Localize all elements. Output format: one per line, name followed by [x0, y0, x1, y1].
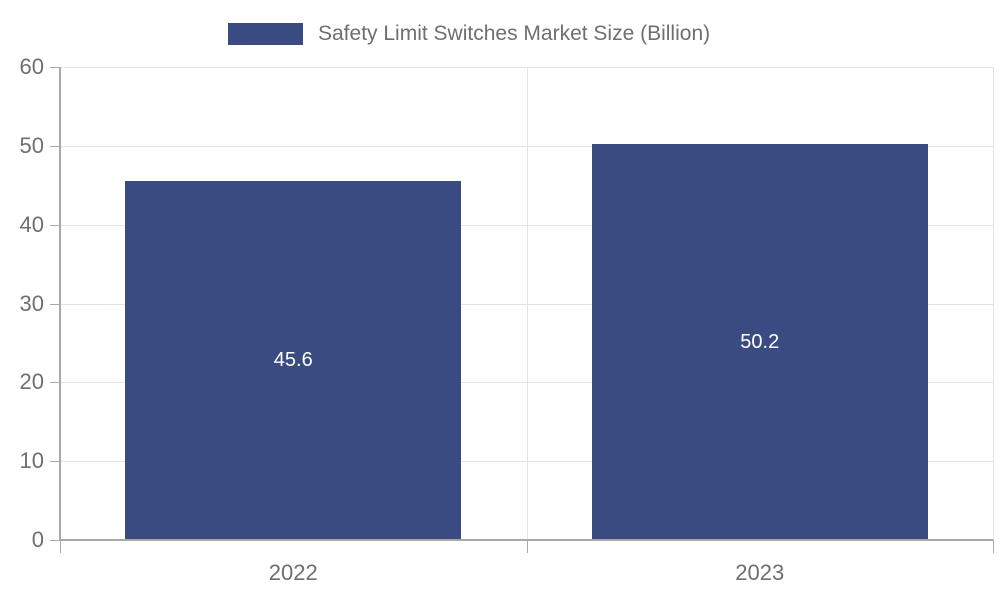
- y-axis-line: [59, 67, 61, 541]
- y-tick-mark: [50, 461, 60, 463]
- legend-swatch: [228, 23, 303, 45]
- y-tick-label: 0: [31, 527, 44, 552]
- bar[interactable]: [591, 144, 928, 540]
- y-tick-label: 30: [19, 290, 44, 316]
- gridline-vertical: [993, 67, 994, 540]
- y-tick-label: 50: [19, 132, 44, 158]
- bar[interactable]: [125, 180, 462, 540]
- y-tick-mark: [50, 382, 60, 384]
- y-tick-mark: [50, 303, 60, 305]
- x-tick-mark: [526, 540, 528, 553]
- legend-label: Safety Limit Switches Market Size (Billi…: [318, 22, 711, 45]
- y-tick-label: 20: [19, 369, 44, 395]
- bar-value-label: 45.6: [273, 349, 313, 372]
- y-tick-label: 10: [19, 448, 44, 474]
- x-tick-mark: [993, 540, 994, 553]
- x-tick-mark: [60, 540, 61, 553]
- x-category-label: 2023: [735, 560, 785, 585]
- legend[interactable]: Safety Limit Switches Market Size (Billi…: [228, 22, 710, 46]
- x-category-label: 2022: [268, 560, 318, 585]
- y-tick-label: 60: [19, 54, 44, 79]
- y-tick-mark: [50, 224, 60, 226]
- y-tick-label: 40: [19, 211, 44, 237]
- y-tick-mark: [50, 67, 60, 68]
- y-tick-mark: [50, 540, 60, 541]
- gridline-vertical: [526, 67, 528, 540]
- y-tick-mark: [50, 145, 60, 147]
- x-axis-line: [60, 539, 993, 541]
- bar-value-label: 50.2: [740, 331, 780, 354]
